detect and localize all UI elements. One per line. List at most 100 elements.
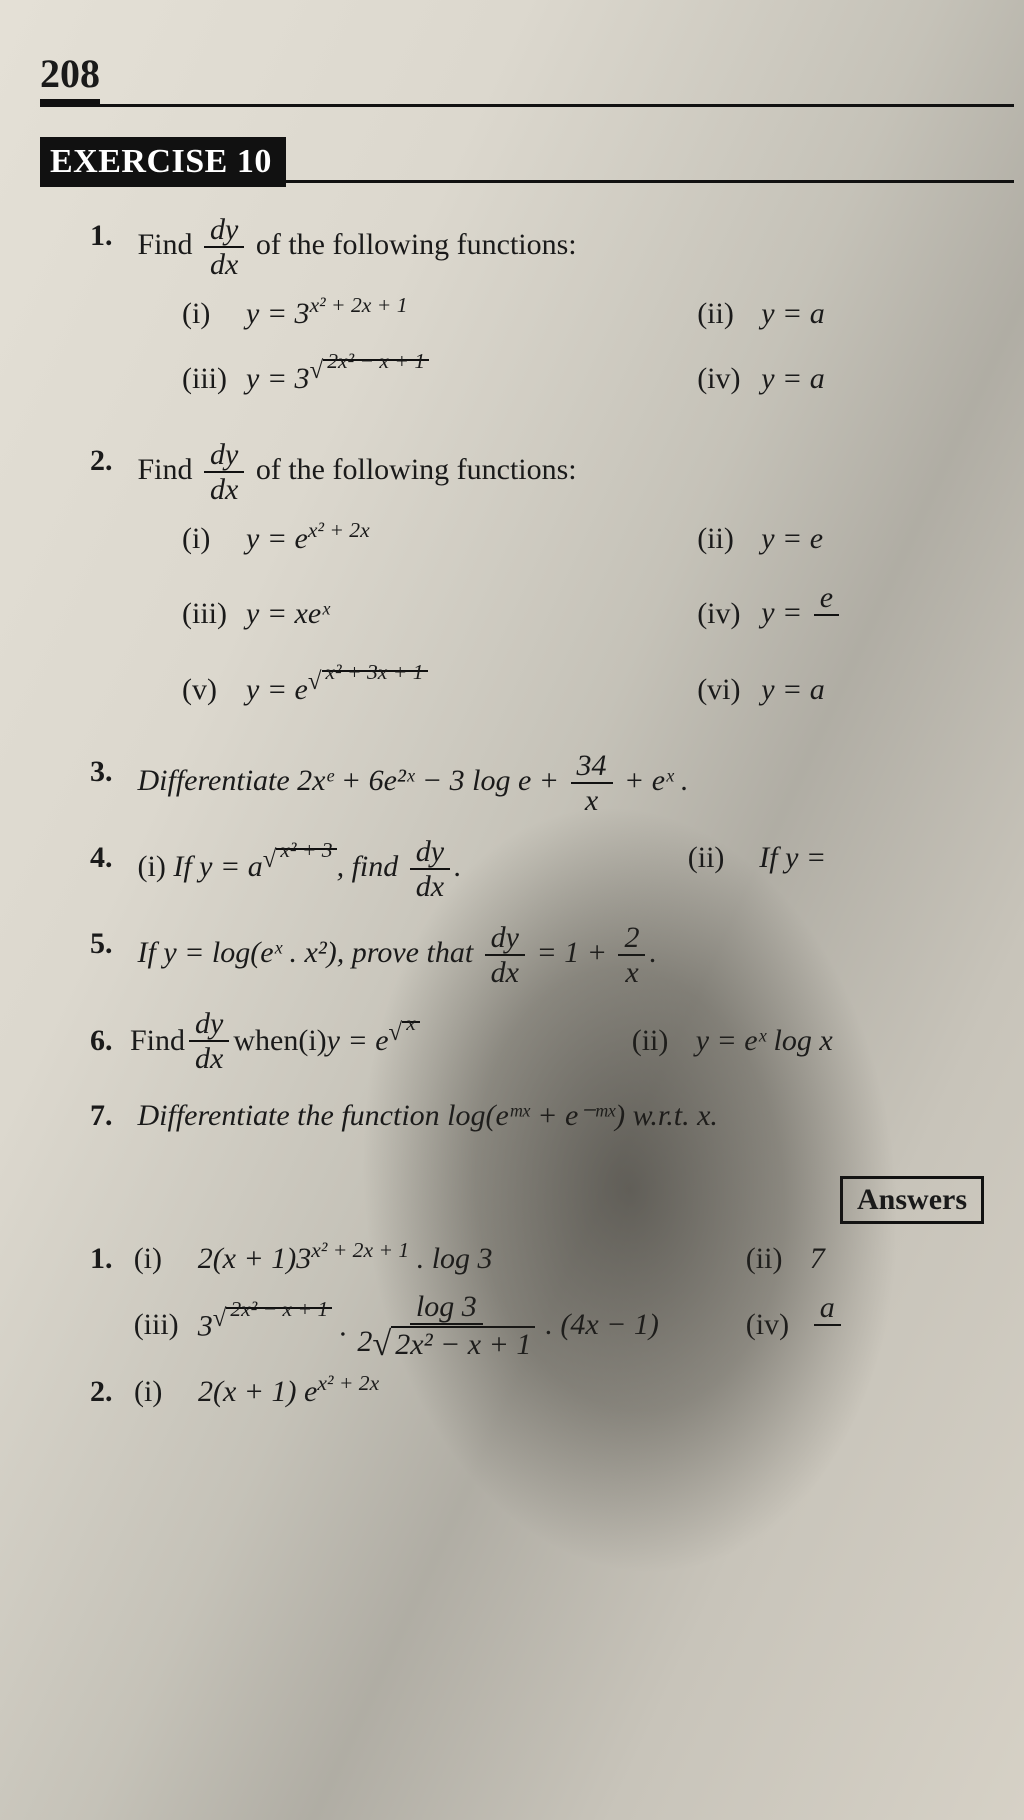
ans1-iii-pre: 3 [198,1309,213,1342]
q1-iii-label: (iii) [182,356,246,403]
ans1-i-pre: 2(x + 1)3 [198,1242,312,1275]
q6-ii: (ii) y = eˣ log x [632,1007,1024,1075]
q5-pre: If y = log(eˣ . x²), prove that [138,936,481,969]
ans1-iii-label: (iii) [134,1308,198,1342]
ans1-i-expr: 2(x + 1)3x² + 2x + 1 . log 3 [198,1242,493,1276]
q3-text: Differentiate 2xᵉ + 6e²ˣ − 3 log e + 34x… [138,764,689,797]
q2-i-label: (i) [182,516,246,563]
q2-i-expr: y = ex² + 2x [246,516,370,563]
q2-iv-num: e [814,581,839,616]
ans1-ii: (ii) 7 [746,1242,1024,1276]
ans1-i-sup: x² + 2x + 1 [311,1238,409,1262]
ans1-iii-frac-d-sqrt: √2x² − x + 1 [372,1326,535,1361]
q6-i-rad: x [402,1021,420,1046]
q3-frac: 34x [571,749,613,817]
q4-i-sqrt: √x² + 3 [263,848,337,873]
ans1-iii-dot: . [332,1309,347,1342]
q1-iii-radicand: 2x² − x + 1 [323,359,429,384]
q2-find: Find [138,453,193,486]
frac-den: dx [189,1042,229,1075]
exercise-heading: EXERCISE 10 [40,137,1024,187]
ans1-i-label: (i) [134,1242,198,1276]
q1-iii-sqrt: √2x² − x + 1 [310,359,430,384]
exercise-underline [286,180,1014,183]
frac-den: dx [410,870,450,903]
q2-ii-label: (ii) [697,516,761,563]
q5-eq: = 1 + [529,936,615,969]
q2-number: 2. [90,438,130,485]
q6-number: 6. [90,1018,130,1065]
ans2-i-label: (i) [134,1375,198,1409]
ans1-row2: (iii) 3√2x² − x + 1 . log 3 2√2x² − x + … [90,1290,1024,1362]
ans1-iv-frac: a [814,1291,841,1359]
question-2: 2. Find dy dx of the following functions… [90,438,1024,731]
q2-vi: (vi) y = a [687,667,1024,714]
frac-num: dy [189,1007,229,1042]
ans1-iv: (iv) a [746,1291,1024,1359]
ans1-iii: (iii) 3√2x² − x + 1 . log 3 2√2x² − x + … [134,1290,746,1362]
q1-i: (i) y = 3x² + 2x + 1 [182,291,687,338]
q2-iv-pre: y = [761,595,810,628]
frac-num: dy [204,213,244,248]
q4-i-post: , find [337,850,406,883]
ans1-row1: 1. (i) 2(x + 1)3x² + 2x + 1 . log 3 (ii)… [90,1242,1024,1276]
q2-ii-expr: y = e [761,516,823,563]
q1-ii-label: (ii) [697,291,761,338]
question-3: 3. Differentiate 2xᵉ + 6e²ˣ − 3 log e + … [90,749,1024,817]
ans1-i: (i) 2(x + 1)3x² + 2x + 1 . log 3 [134,1242,746,1276]
ans1-number: 1. [90,1242,134,1276]
q6-dydx: dydx [189,1007,229,1075]
q2-v-expr: y = e√x² + 3x + 1 [246,667,428,714]
q1-iv: (iv) y = a [687,356,1024,403]
q2-iv-expr: y = e [761,581,843,649]
ans1-ii-text: 7 [810,1242,825,1276]
answers-heading: Answers [840,1176,984,1224]
q2-v-sqrt: √x² + 3x + 1 [308,670,428,695]
q1-find: Find [138,228,193,261]
q2-subparts: (i) y = ex² + 2x (ii) y = e (iii) y = xe… [182,516,1024,731]
q4-i-pre: If y = a [173,850,262,883]
ans2-i: (i) 2(x + 1) ex² + 2x [134,1375,750,1409]
q6-i-label: (i) [298,1018,326,1065]
q6-i-pre: y = e [327,1024,389,1057]
q1-iv-label: (iv) [697,356,761,403]
q6-ii-label: (ii) [632,1018,696,1065]
q5-dot: . [649,936,657,969]
q4-ii-label: (ii) [688,835,752,882]
frac-den: dx [204,248,244,281]
q2-iv: (iv) y = e [687,581,1024,649]
q2-i-base: y = e [246,522,308,555]
q1-i-exp: x² + 2x + 1 [310,293,408,317]
ans2-i-sup: x² + 2x [317,1371,379,1395]
exercise-title: EXERCISE 10 [40,137,286,187]
q4-i-label: (i) [138,844,166,891]
q6-ii-expr: y = eˣ log x [696,1018,833,1065]
q6-i-sqrt: √x [389,1021,420,1046]
ans1-iii-post: . (4x − 1) [545,1308,659,1342]
ans1-iii-expr: 3√2x² − x + 1 . [198,1307,348,1343]
q2-iv-label: (iv) [697,591,761,638]
question-5: 5. If y = log(eˣ . x²), prove that dydx … [90,921,1024,989]
q1-i-label: (i) [182,291,246,338]
q1-ii-expr: y = a [761,291,825,338]
q4-number: 4. [90,835,130,882]
q2-v-base: y = e [246,673,308,706]
ans1-iii-sqrt: √2x² − x + 1 [213,1307,333,1332]
q5-dydx: dydx [485,921,525,989]
frac-den: dx [204,473,244,506]
q2-iv-frac: e [814,581,839,649]
q1-subparts: (i) y = 3x² + 2x + 1 (ii) y = a (iii) y … [182,291,1024,420]
frac-num: dy [485,921,525,956]
q2-ii: (ii) y = e [687,516,1024,563]
ans1-iii-frac-n: log 3 [410,1290,483,1325]
q5-frac2-d: x [619,956,644,989]
q5-number: 5. [90,921,130,968]
ans1-iii-frac: log 3 2√2x² − x + 1 [351,1290,541,1362]
q4-dydx: dydx [410,835,450,903]
q6-when: when [233,1018,298,1065]
q2-vi-label: (vi) [697,667,761,714]
dydx-fraction: dy dx [204,213,244,281]
q2-v: (v) y = e√x² + 3x + 1 [182,667,687,714]
page-number: 208 [40,50,100,104]
q2-iii-expr: y = xeˣ [246,591,330,638]
